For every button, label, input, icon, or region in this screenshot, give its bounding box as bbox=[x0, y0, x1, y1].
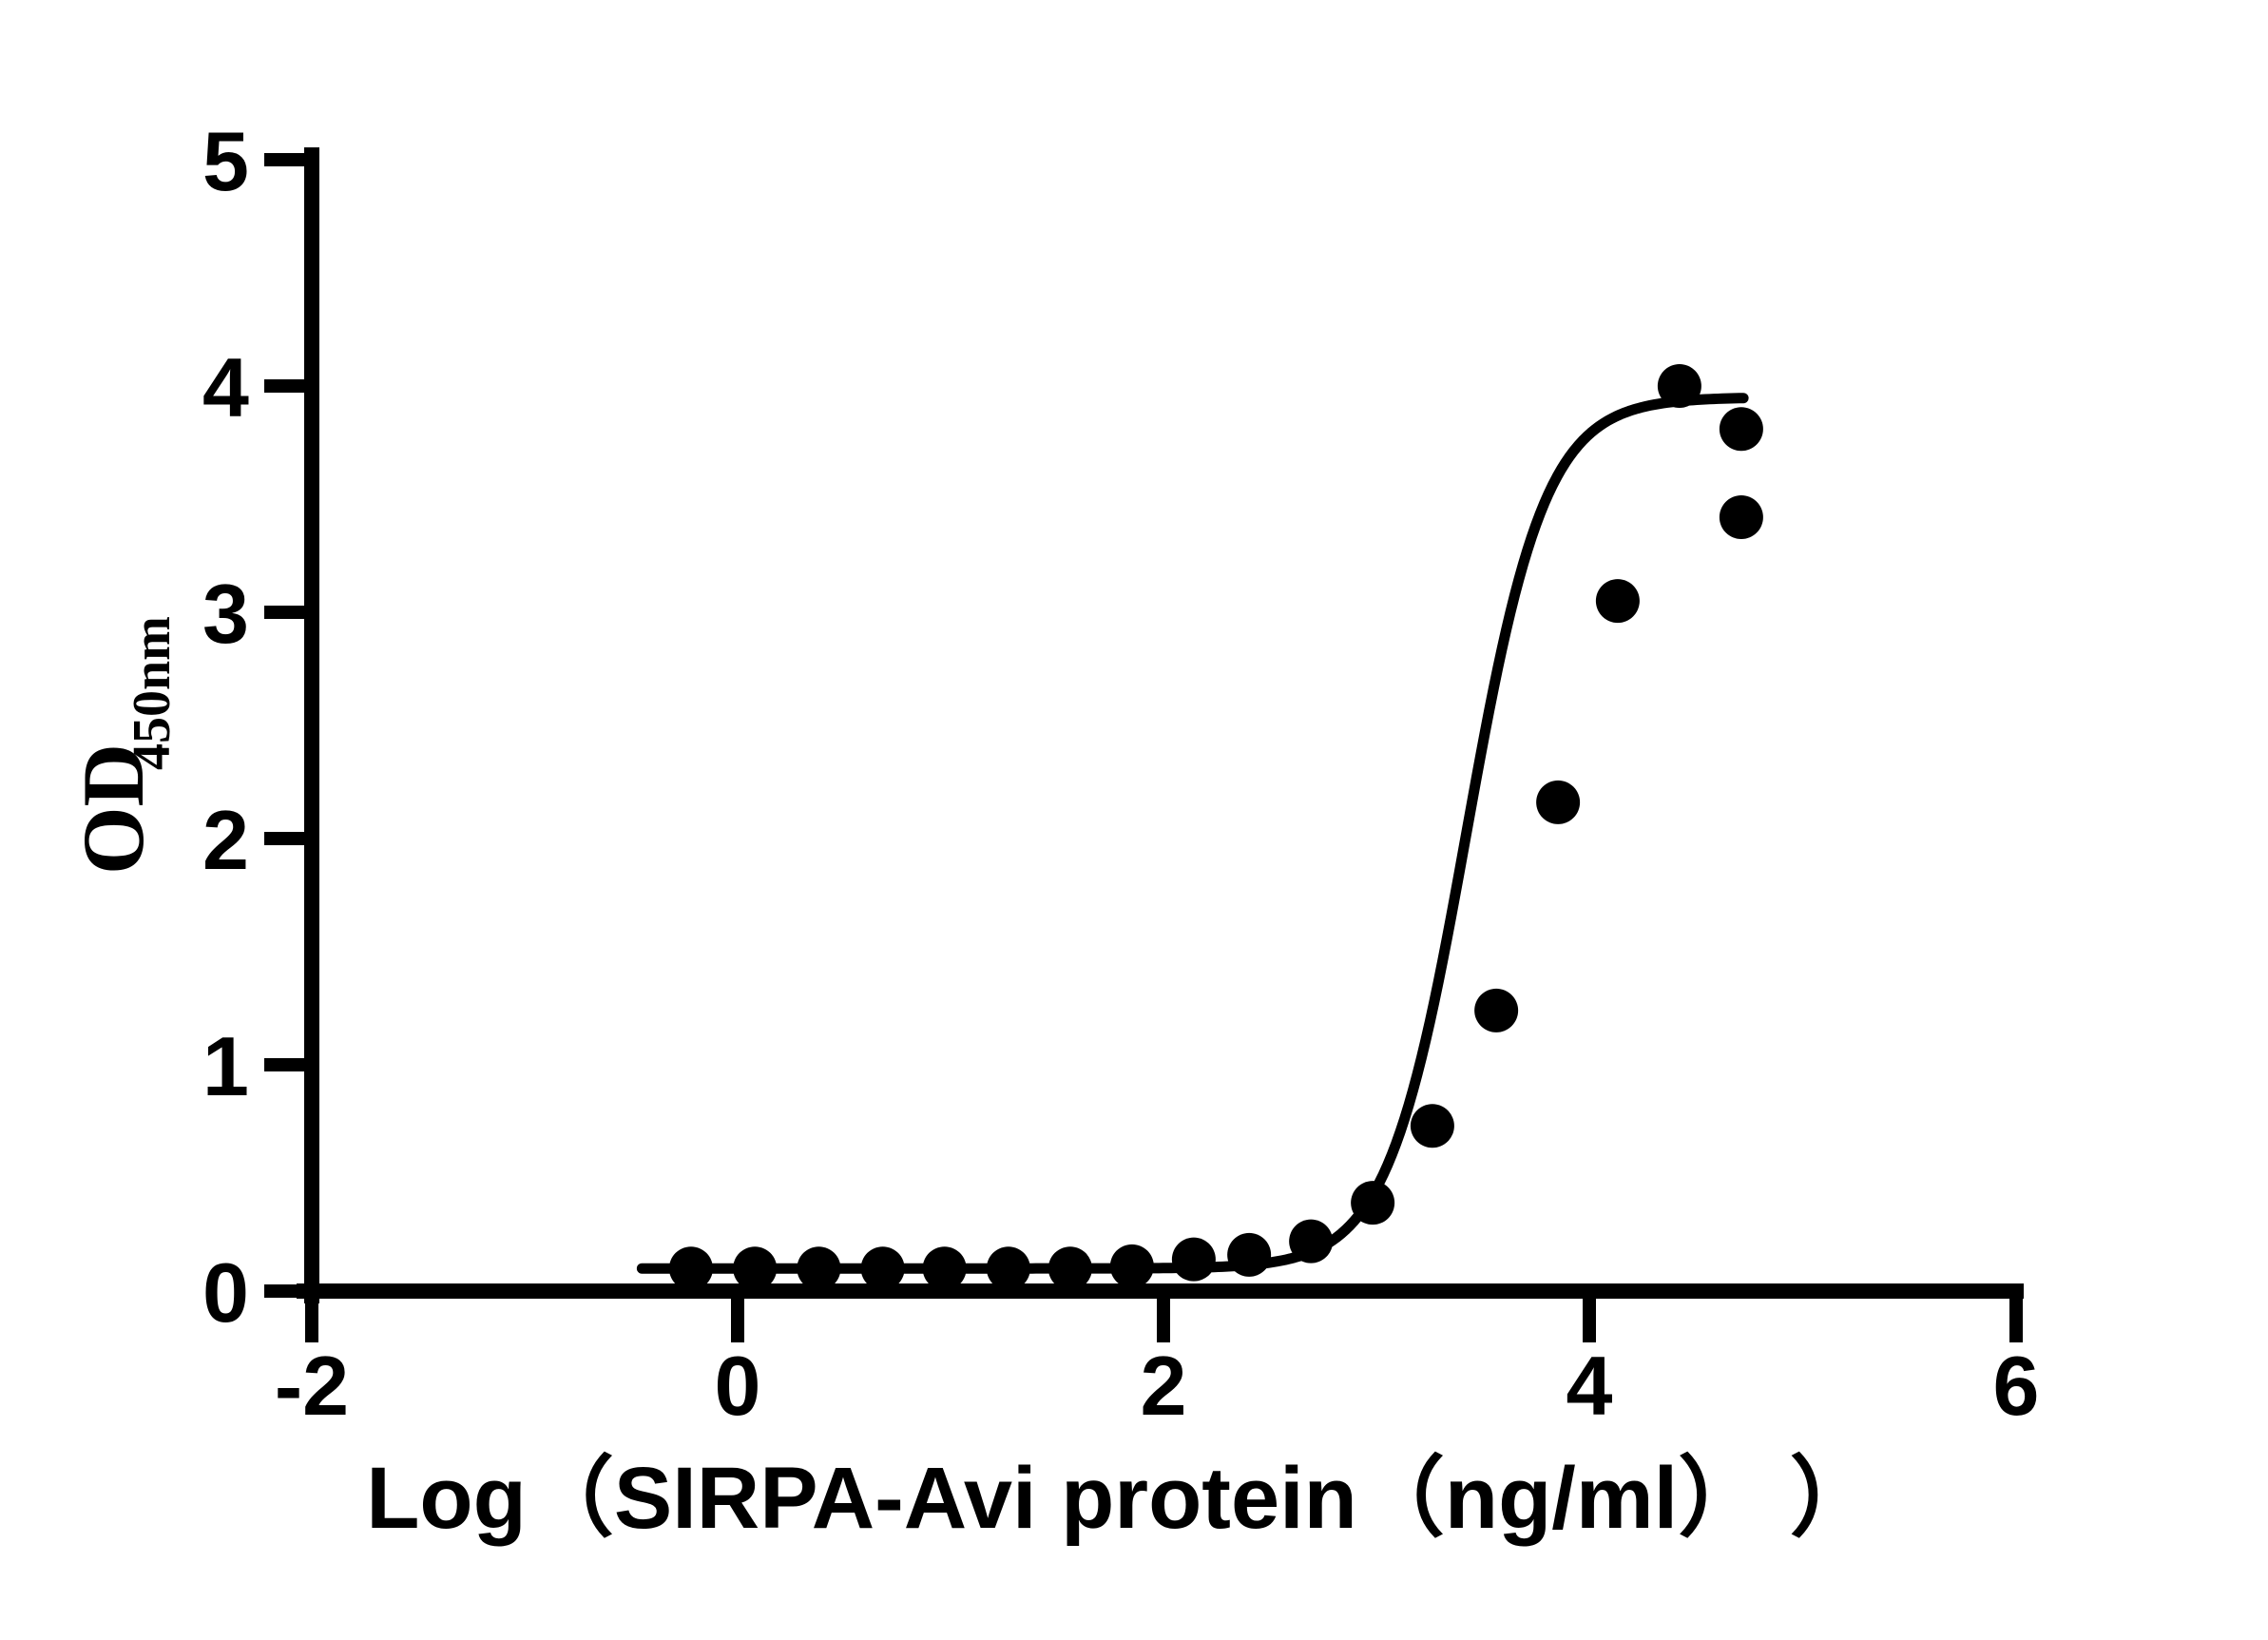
fit-curve bbox=[636, 393, 1749, 1274]
sigmoid-fit-line bbox=[636, 393, 1749, 1274]
x-tick-label-neg2: -2 bbox=[275, 1339, 349, 1433]
data-point-marker bbox=[1048, 1246, 1092, 1291]
data-point-marker bbox=[1536, 780, 1581, 824]
y-tick-label-1: 1 bbox=[202, 1019, 249, 1113]
y-axis: 5 4 3 2 1 0 bbox=[202, 114, 319, 1340]
data-point-marker bbox=[1289, 1219, 1334, 1264]
data-point-marker bbox=[668, 1246, 713, 1291]
x-axis-title-text: Log（SIRPA-Avi protein（ng/ml） ） bbox=[366, 1450, 1877, 1547]
data-point-marker bbox=[1657, 364, 1701, 408]
x-tick-label-4: 4 bbox=[1566, 1339, 1613, 1433]
x-tick-label-2: 2 bbox=[1141, 1339, 1187, 1433]
data-point-marker bbox=[922, 1246, 967, 1291]
data-point-marker bbox=[1109, 1244, 1154, 1288]
x-axis: -2 0 2 4 6 bbox=[275, 1283, 2040, 1433]
data-point-marker bbox=[1410, 1104, 1454, 1148]
data-point-marker bbox=[797, 1246, 841, 1291]
data-point-marker bbox=[1474, 988, 1519, 1032]
y-tick-label-4: 4 bbox=[202, 340, 249, 434]
data-point-marker bbox=[1595, 579, 1640, 624]
y-axis-title-subscript: 450nm bbox=[123, 616, 182, 770]
data-point-marker bbox=[1171, 1237, 1216, 1282]
data-point-group bbox=[668, 364, 1763, 1291]
y-tick-label-5: 5 bbox=[202, 114, 249, 208]
data-point-marker bbox=[1719, 495, 1763, 540]
x-axis-title: Log（SIRPA-Avi protein（ng/ml） ） bbox=[366, 1450, 1877, 1547]
y-tick-label-0: 0 bbox=[202, 1245, 249, 1340]
y-tick-label-2: 2 bbox=[202, 793, 249, 887]
data-point-marker bbox=[1719, 407, 1763, 452]
data-point-marker bbox=[860, 1246, 905, 1291]
y-axis-title: OD 450nm bbox=[65, 616, 182, 875]
x-tick-label-0: 0 bbox=[715, 1339, 761, 1433]
data-point-marker bbox=[1227, 1232, 1272, 1277]
x-tick-label-6: 6 bbox=[1993, 1339, 2040, 1433]
data-point-marker bbox=[733, 1246, 778, 1291]
y-tick-label-3: 3 bbox=[202, 567, 249, 661]
y-axis-title-base: OD bbox=[65, 743, 162, 875]
data-point-marker bbox=[986, 1246, 1030, 1291]
data-point-marker bbox=[1351, 1181, 1395, 1225]
